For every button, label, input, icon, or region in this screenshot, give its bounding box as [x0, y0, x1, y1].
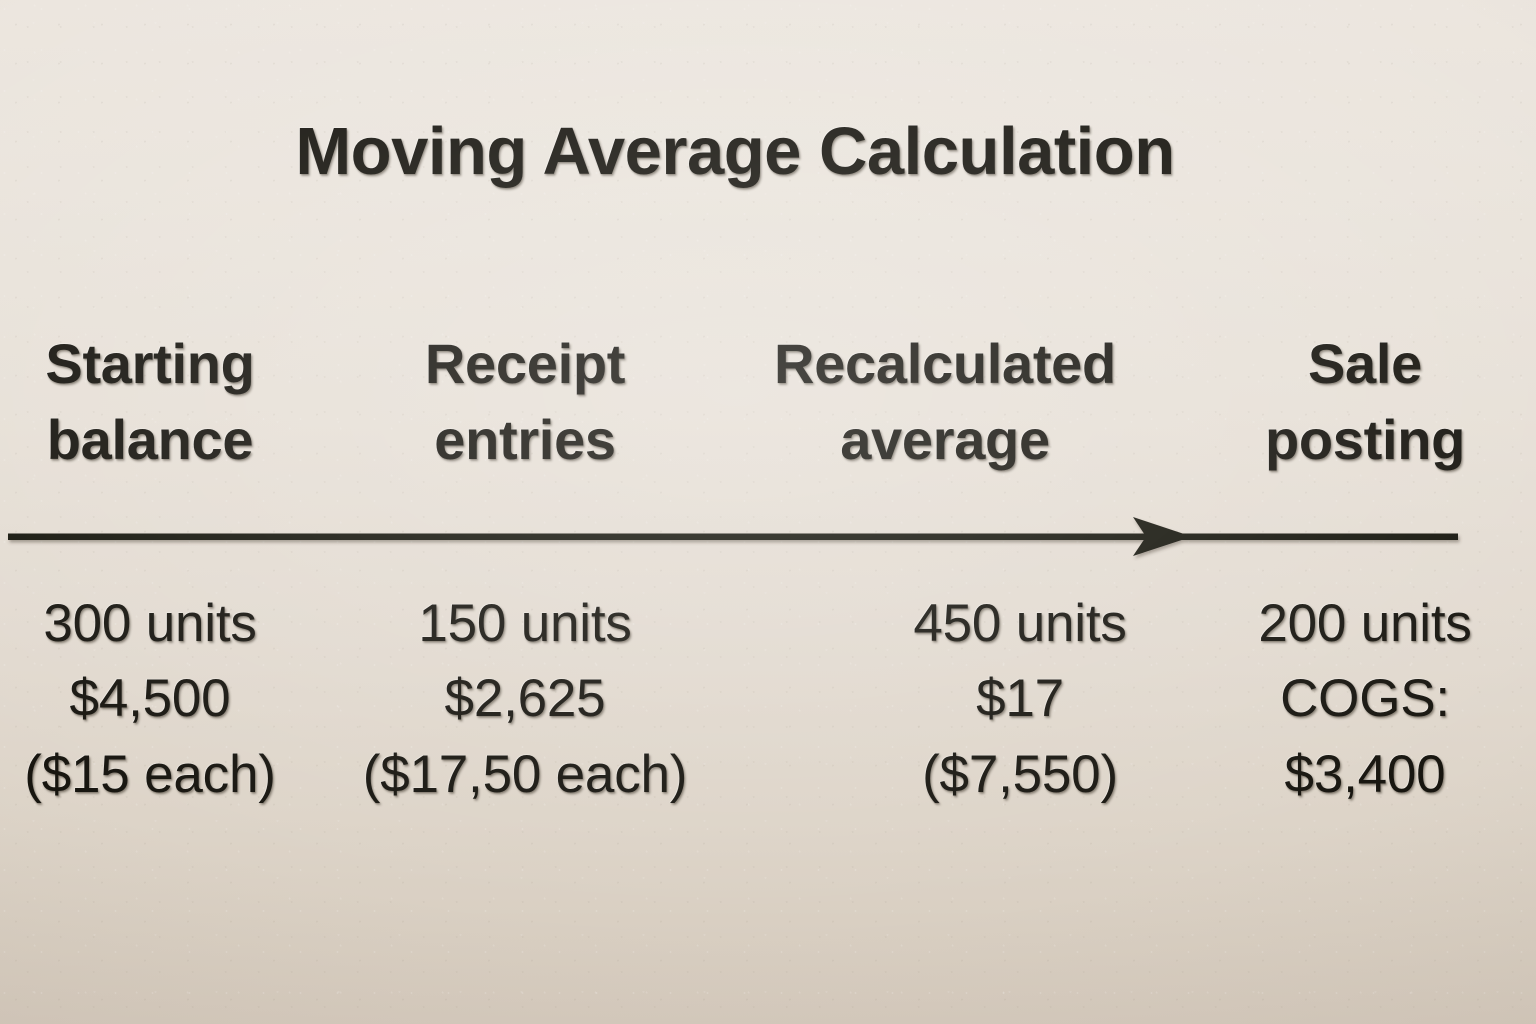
value-amount: $2,625: [444, 669, 606, 729]
column-header-line-1: Starting: [45, 332, 255, 395]
column-header-line-2: average: [840, 408, 1050, 472]
value-units: 300 units: [43, 594, 257, 653]
column-values-sale-posting: 200 units COGS: $3,400: [1215, 586, 1515, 812]
value-units: 200 units: [1258, 594, 1472, 653]
column-values-receipt-entries: 150 units $2,625 ($17,50 each): [335, 586, 715, 812]
flow-arrow-icon: [8, 517, 1458, 556]
value-units: 150 units: [418, 594, 632, 653]
column-values-starting-balance: 300 units $4,500 ($15 each): [0, 586, 300, 812]
column-header-line-2: balance: [46, 408, 254, 472]
column-header-line-1: Sale: [1308, 332, 1422, 395]
column-values-row: 300 units $4,500 ($15 each) 150 units $2…: [0, 586, 1536, 812]
column-values-recalculated-average: 450 units $17 ($7,550): [870, 586, 1170, 812]
column-header-recalculated-average: Recalculated average: [735, 326, 1155, 478]
column-headers-row: Starting balance Receipt entries Recalcu…: [0, 326, 1536, 478]
value-units: 450 units: [913, 594, 1127, 653]
value-note: ($17,50 each): [362, 744, 688, 804]
column-header-line-1: Receipt: [424, 332, 626, 395]
value-note: ($7,550): [922, 744, 1118, 804]
column-header-line-2: posting: [1264, 408, 1466, 472]
column-header-line-2: entries: [434, 408, 616, 472]
page-title: Moving Average Calculation: [295, 114, 1175, 189]
column-header-sale-posting: Sale posting: [1215, 326, 1515, 478]
value-label: COGS:: [1280, 669, 1450, 729]
value-note: ($15 each): [24, 744, 276, 804]
value-amount: $17: [976, 669, 1064, 729]
value-amount: $4,500: [69, 669, 231, 729]
column-header-starting-balance: Starting balance: [0, 326, 300, 478]
column-header-receipt-entries: Receipt entries: [375, 326, 675, 478]
column-header-line-1: Recalculated: [774, 332, 1116, 395]
value-amount: $3,400: [1284, 744, 1446, 804]
